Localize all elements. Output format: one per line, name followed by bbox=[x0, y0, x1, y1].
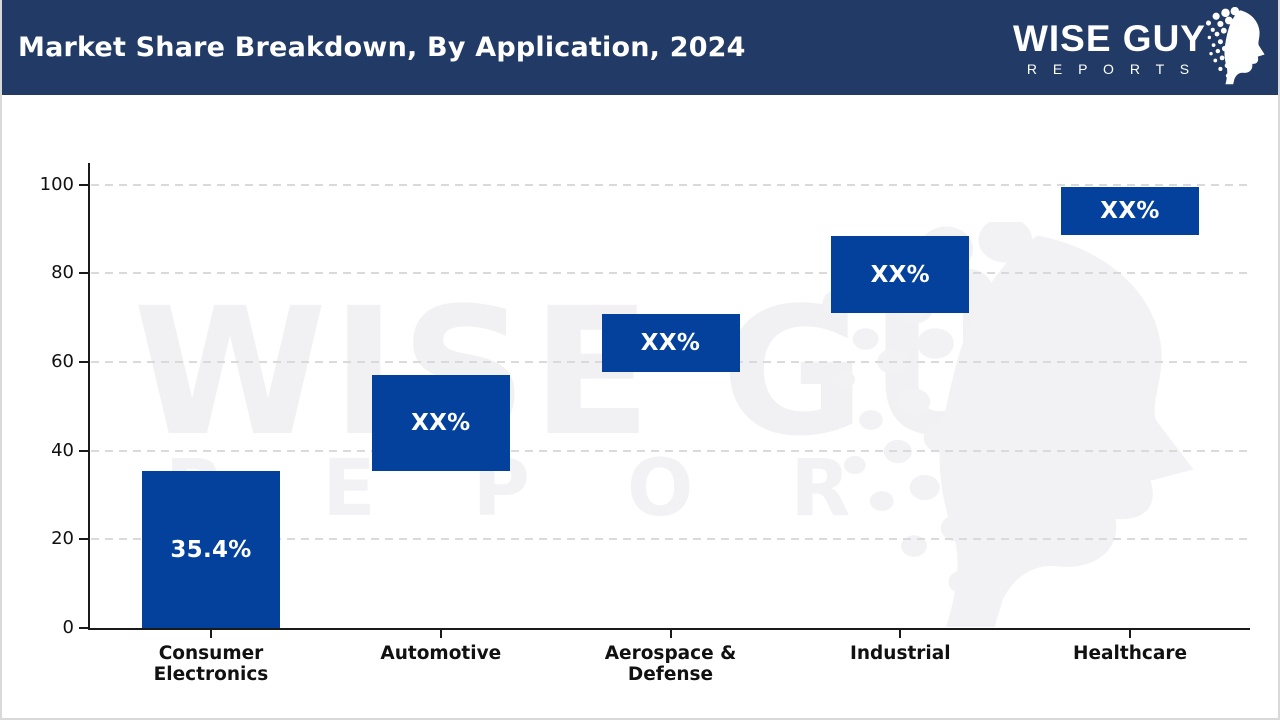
x-tick-mark bbox=[669, 630, 672, 638]
x-category-label-line: Industrial bbox=[849, 643, 951, 664]
x-tick-mark bbox=[899, 630, 902, 638]
gridline-20 bbox=[91, 538, 1250, 541]
brand-name-label: WISE GUY bbox=[1012, 18, 1206, 59]
x-category-label-line: Aerospace & bbox=[604, 643, 737, 664]
x-category-label-line: Electronics bbox=[153, 664, 269, 685]
y-tick-label: 80 bbox=[51, 262, 74, 284]
chart-area: WISE GUY R E P O R T S 0 20 40 60 80 100 35.4%… bbox=[0, 95, 1280, 720]
x-category-label-line: Healthcare bbox=[1073, 643, 1187, 664]
brand-logo-text: WISE GUY R E P O R T S bbox=[1013, 20, 1206, 76]
bar-aerospace-defense: XX% bbox=[601, 313, 740, 373]
x-category-label-healthcare: Healthcare bbox=[1010, 643, 1250, 664]
header-bar: Market Share Breakdown, By Application, … bbox=[0, 0, 1280, 95]
x-category-label-aerospace-defense: Aerospace & Defense bbox=[551, 643, 791, 685]
x-axis-spine bbox=[88, 628, 1250, 630]
bar-healthcare: XX% bbox=[1061, 187, 1199, 235]
x-category-label-industrial: Industrial bbox=[780, 643, 1020, 664]
y-axis-spine bbox=[88, 163, 90, 630]
y-tick-mark bbox=[79, 538, 88, 541]
page-title: Market Share Breakdown, By Application, … bbox=[18, 32, 746, 63]
y-tick-label: 0 bbox=[62, 617, 74, 638]
y-tick-mark bbox=[79, 272, 88, 275]
x-tick-mark bbox=[1129, 630, 1131, 638]
brand-subname-label: R E P O R T S bbox=[1026, 61, 1196, 77]
plot-layer: 0 20 40 60 80 100 35.4% Consumer Electronics XX% A… bbox=[0, 95, 1280, 720]
y-tick-label: 20 bbox=[51, 528, 74, 550]
gridline-80 bbox=[91, 272, 1250, 275]
x-category-label-line: Automotive bbox=[380, 643, 502, 664]
dotted-face-logo-icon bbox=[1200, 6, 1268, 89]
y-tick-label: 60 bbox=[51, 351, 74, 373]
x-category-label-line: Defense bbox=[627, 664, 714, 685]
x-category-label-line: Consumer bbox=[158, 643, 264, 664]
x-tick-mark bbox=[210, 630, 212, 638]
x-category-label-automotive: Automotive bbox=[321, 643, 561, 664]
gridline-100 bbox=[91, 183, 1250, 186]
bar-value-label-aerospace-defense: XX% bbox=[640, 330, 701, 357]
bar-value-label-industrial: XX% bbox=[870, 261, 930, 288]
y-tick-mark bbox=[79, 361, 88, 364]
y-tick-mark bbox=[79, 627, 88, 629]
x-tick-mark bbox=[439, 630, 442, 638]
y-tick-label: 100 bbox=[39, 173, 74, 195]
gridline-40 bbox=[91, 449, 1250, 452]
bar-industrial: XX% bbox=[831, 236, 970, 313]
y-tick-mark bbox=[79, 183, 88, 186]
y-tick-mark bbox=[79, 449, 88, 452]
y-tick-label: 40 bbox=[51, 439, 74, 461]
bar-value-label-healthcare: XX% bbox=[1100, 197, 1160, 224]
bar-automotive: XX% bbox=[371, 374, 510, 472]
brand-logo: WISE GUY R E P O R T S bbox=[1013, 5, 1268, 91]
bar-value-label-automotive: XX% bbox=[411, 409, 471, 436]
bar-consumer-electronics: 35.4% bbox=[142, 471, 280, 628]
bar-value-label-consumer-electronics: 35.4% bbox=[170, 536, 252, 563]
x-category-label-consumer-electronics: Consumer Electronics bbox=[91, 643, 331, 685]
